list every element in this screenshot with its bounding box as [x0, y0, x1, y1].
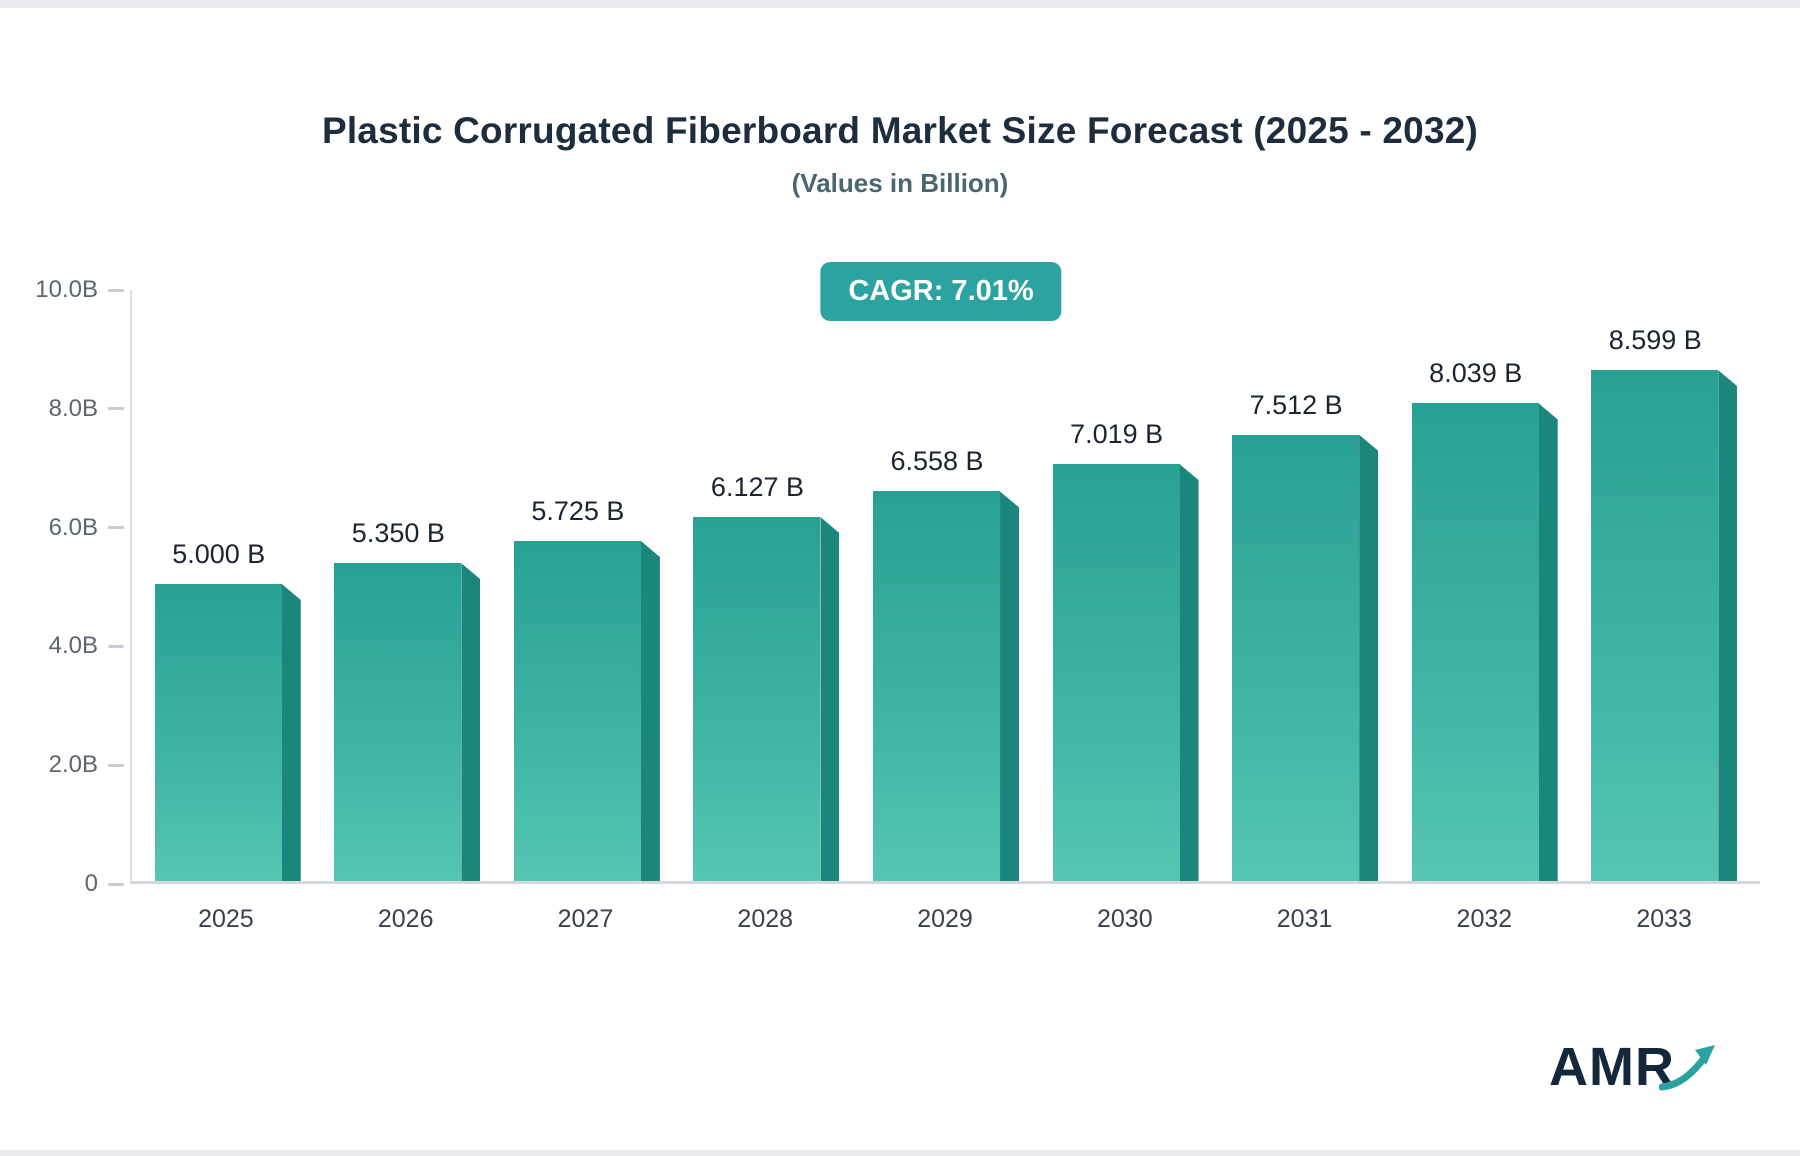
- bar-slot-2028: 6.127 B: [677, 290, 857, 881]
- x-axis: 2025 2026 2027 2028 2029 2030 2031 2032 2033: [130, 887, 1760, 934]
- cagr-badge: CAGR: 7.01%: [820, 262, 1062, 321]
- plot-area: 5.000 B 5.350 B 5.725 B 6.127 B 6.558 B 7.019…: [130, 290, 1760, 884]
- bar-side-face: [1538, 403, 1558, 881]
- y-tick-label: 10.0B: [35, 276, 98, 303]
- bar-value-label: 7.019 B: [1070, 419, 1164, 450]
- bar-value-label: 6.127 B: [710, 472, 805, 503]
- bar-value-label: 5.350 B: [351, 518, 445, 549]
- bar-value-label: 7.512 B: [1249, 389, 1343, 420]
- y-tick: 2.0B: [49, 751, 124, 779]
- bar-value-label: 8.039 B: [1429, 358, 1523, 389]
- y-tick-label: 0: [84, 870, 98, 897]
- bar-side-face: [281, 584, 301, 881]
- bar-value-label: 6.558 B: [890, 446, 984, 477]
- x-label-2025: 2025: [198, 905, 254, 933]
- bar-value-label: 5.725 B: [531, 495, 625, 526]
- y-tick: 4.0B: [49, 632, 124, 660]
- bar-value-label: 5.000 B: [172, 539, 266, 569]
- x-label-2028: 2028: [737, 905, 794, 933]
- bar-slot-2030: 7.019 B: [1036, 290, 1216, 881]
- bar-2026: [334, 563, 481, 881]
- y-tick-mark: [108, 407, 124, 411]
- y-tick-mark: [108, 644, 124, 648]
- chart-header: Plastic Corrugated Fiberboard Market Siz…: [0, 0, 1800, 199]
- bar-slot-2027: 5.725 B: [497, 290, 677, 881]
- bar-value-label: 8.599 B: [1608, 325, 1702, 356]
- bar-slot-2026: 5.350 B: [318, 290, 498, 881]
- chart-title: Plastic Corrugated Fiberboard Market Siz…: [321, 110, 1479, 151]
- bar-slot-2031: 7.512 B: [1215, 290, 1395, 881]
- y-tick: 0: [85, 870, 124, 898]
- y-tick-label: 8.0B: [48, 394, 98, 422]
- bar-side-face: [461, 563, 481, 881]
- y-tick-label: 2.0B: [48, 751, 98, 779]
- bar-side-face: [1179, 464, 1199, 881]
- chart-subtitle: (Values in Billion): [791, 168, 1009, 198]
- bar-slot-2032: 8.039 B: [1395, 290, 1575, 881]
- y-tick-mark: [108, 763, 124, 767]
- bar-2027: [513, 540, 660, 881]
- x-label-2031: 2031: [1276, 905, 1333, 933]
- x-label-2026: 2026: [377, 905, 434, 933]
- x-label-2027: 2027: [557, 905, 614, 933]
- y-tick-label: 6.0B: [48, 513, 98, 541]
- bar-2028: [693, 517, 840, 881]
- bar-2032: [1411, 403, 1558, 881]
- x-label-2030: 2030: [1096, 905, 1153, 933]
- bar-2025: [154, 584, 301, 881]
- x-label-2029: 2029: [917, 905, 973, 933]
- y-tick-mark: [108, 288, 124, 292]
- window-top-edge: [0, 0, 1800, 8]
- growth-arrow-icon: [1658, 1041, 1723, 1098]
- bar-side-face: [1359, 434, 1379, 881]
- amr-logo-text: AMR: [1549, 1037, 1675, 1097]
- bar-2029: [873, 491, 1020, 881]
- amr-logo: AMR: [1549, 1037, 1723, 1094]
- y-tick-mark: [108, 882, 124, 886]
- window-bottom-edge: [0, 1150, 1800, 1156]
- y-tick: 10.0B: [35, 276, 124, 304]
- y-tick-mark: [108, 526, 124, 530]
- bar-side-face: [1000, 491, 1020, 881]
- x-label-2033: 2033: [1636, 905, 1692, 933]
- bar-slot-2029: 6.558 B: [856, 290, 1036, 881]
- bar-side-face: [820, 517, 840, 881]
- bar-2031: [1232, 434, 1379, 881]
- bar-side-face: [1718, 370, 1738, 881]
- x-label-2032: 2032: [1456, 905, 1513, 933]
- y-tick: 8.0B: [49, 395, 124, 423]
- bar-slot-2033: 8.599 B: [1575, 290, 1755, 881]
- bar-2033: [1591, 370, 1738, 881]
- bar-chart: 0 2.0B 4.0B 6.0B 8.0B 10.0B 5.000 B 5.350 B 5.7…: [25, 276, 1760, 897]
- bar-2030: [1052, 464, 1199, 881]
- y-tick-label: 4.0B: [48, 632, 98, 660]
- y-axis: 0 2.0B 4.0B 6.0B 8.0B 10.0B: [25, 276, 130, 897]
- y-tick: 6.0B: [49, 514, 124, 542]
- bar-side-face: [640, 540, 660, 881]
- bar-slot-2025: 5.000 B: [138, 290, 318, 881]
